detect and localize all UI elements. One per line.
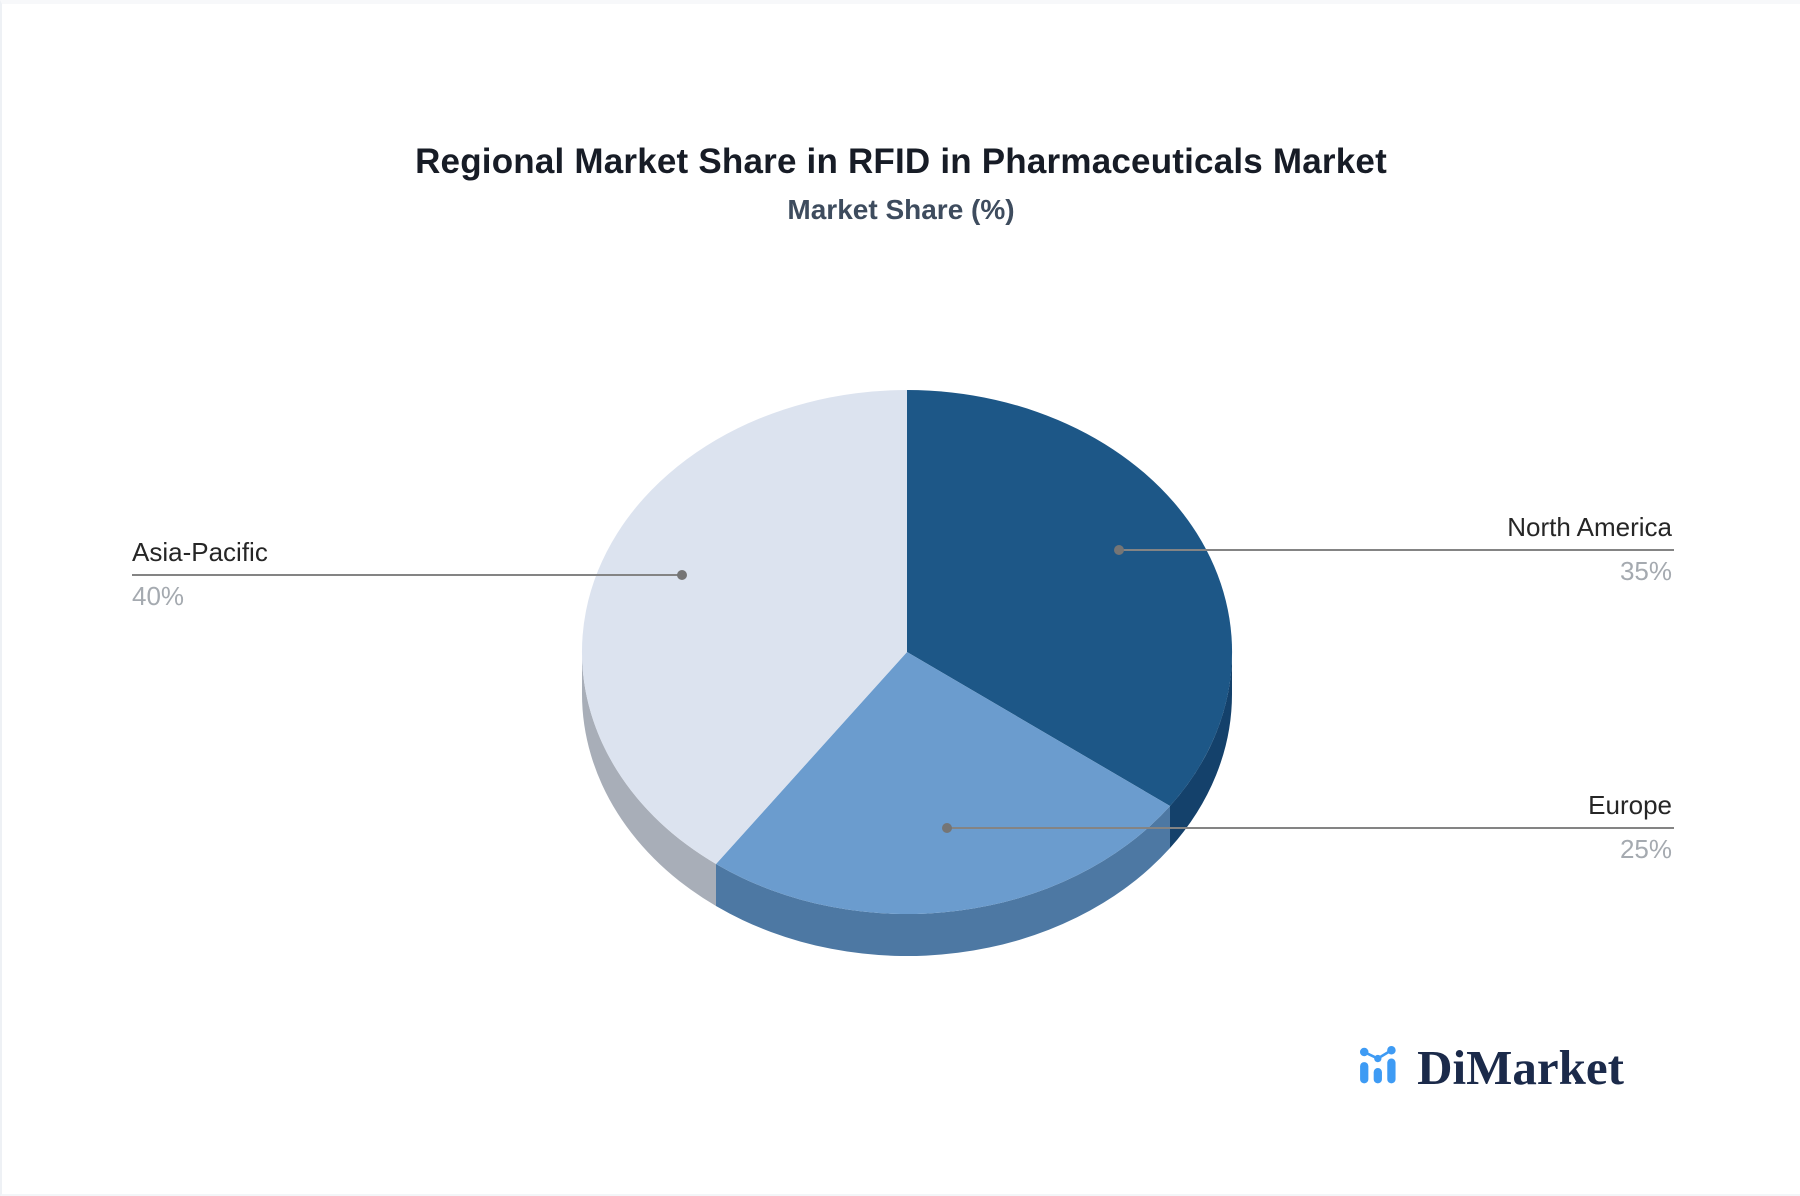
callout-value-asia-pacific: 40%	[132, 581, 185, 611]
pie-side-europe	[716, 806, 1170, 957]
chart-subtitle: Market Share (%)	[787, 194, 1015, 225]
callout-value-north-america: 35%	[1619, 556, 1672, 586]
pie-slice-north-america[interactable]	[907, 389, 1233, 806]
brand-logo-text: DiMarket	[1417, 1040, 1624, 1095]
leader-dots	[677, 545, 1124, 833]
leader-dot-asia-pacific	[677, 570, 687, 580]
pie-chart-3d	[132, 389, 1674, 957]
callout-label-asia-pacific: Asia-Pacific	[132, 537, 268, 567]
brand-logo: DiMarket	[1353, 1038, 1624, 1098]
callout-value-europe: 25%	[1619, 834, 1672, 864]
pie-side-north-america	[1170, 652, 1232, 848]
bar-chart-logo-icon	[1360, 1046, 1396, 1084]
chart-title: Regional Market Share in RFID in Pharmac…	[415, 142, 1387, 181]
pie-slice-asia-pacific[interactable]	[581, 389, 907, 864]
leader-lines	[132, 549, 1674, 829]
leader-dot-north-america	[1114, 545, 1124, 555]
leader-dot-europe	[942, 823, 952, 833]
callout-label-europe: Europe	[1588, 790, 1672, 820]
pie-slice-europe[interactable]	[716, 652, 1170, 915]
callout-label-north-america: North America	[1507, 512, 1672, 542]
pie-side-asia-pacific	[582, 652, 716, 906]
